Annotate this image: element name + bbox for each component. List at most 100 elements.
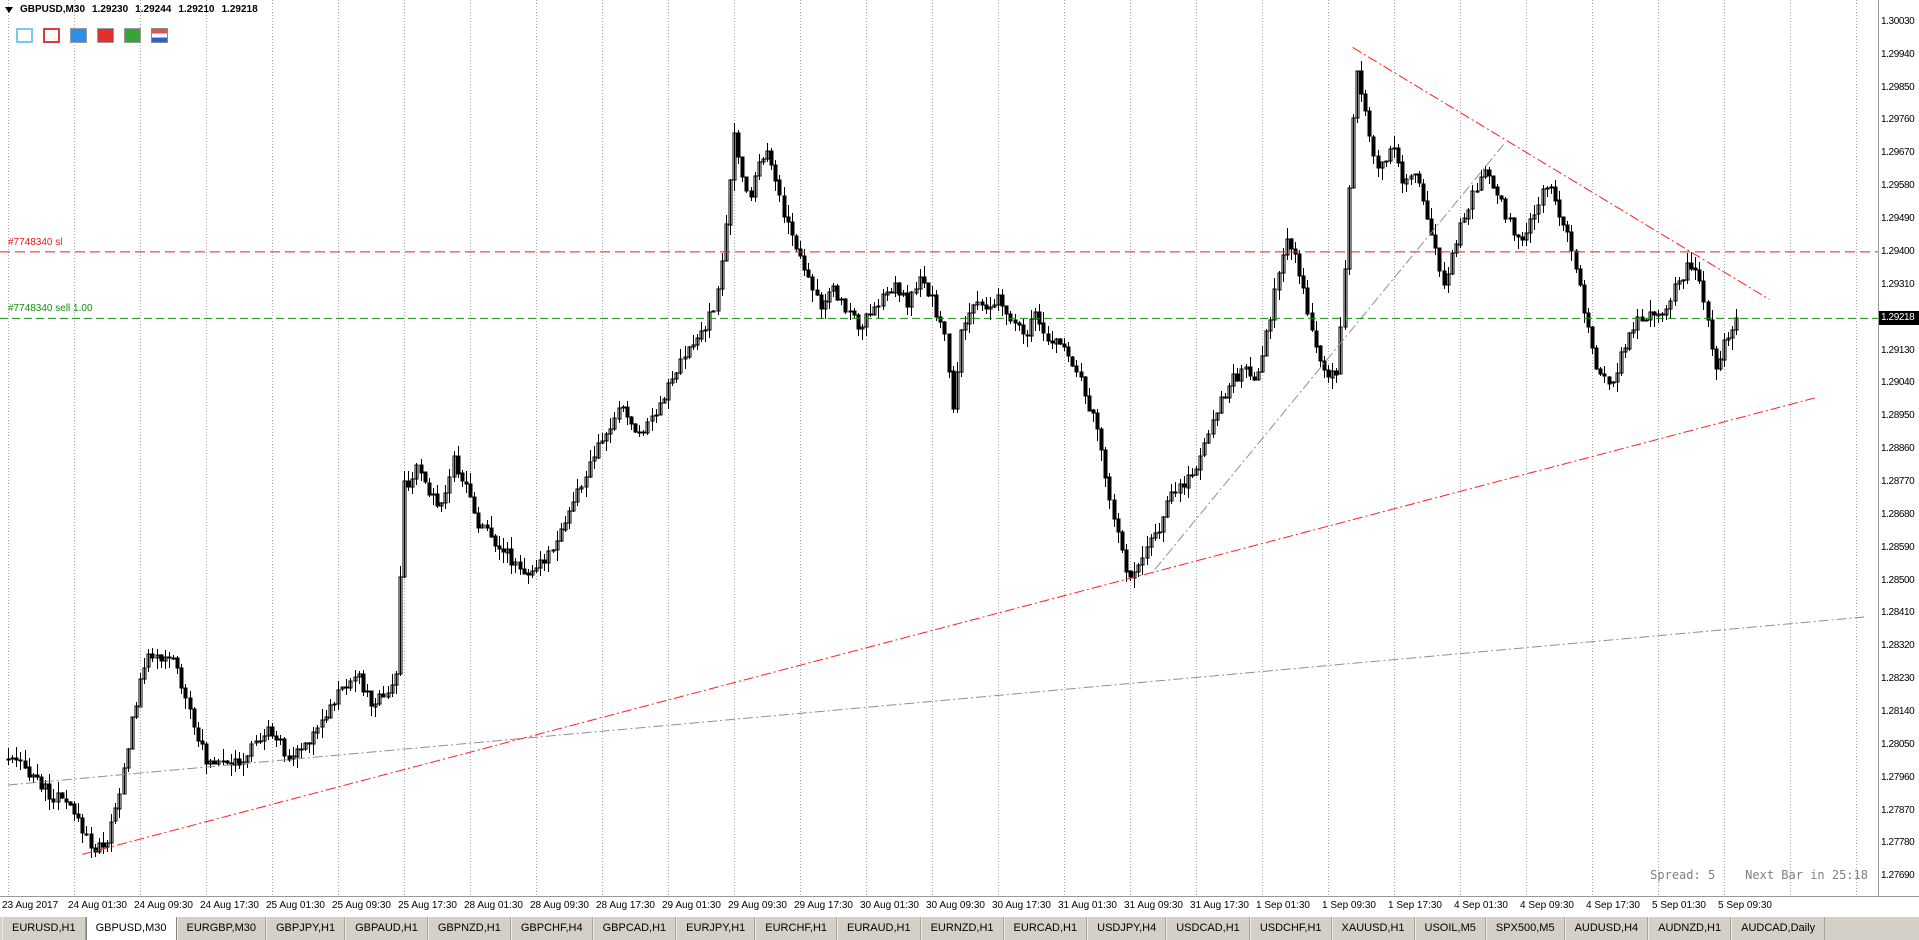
quote-open: 1.29230: [92, 4, 129, 15]
time-axis-label: 28 Aug 17:30: [596, 900, 655, 911]
price-axis-label: 1.28950: [1881, 410, 1915, 422]
symbol-tab-EURCHF-H1[interactable]: EURCHF,H1: [755, 917, 838, 940]
symbol-tab-EURJPY-H1[interactable]: EURJPY,H1: [676, 917, 756, 940]
quote-symbol: GBPUSD,M30: [20, 4, 86, 15]
symbol-tab-GBPUSD-M30[interactable]: GBPUSD,M30: [85, 917, 177, 940]
time-axis-label: 29 Aug 09:30: [728, 900, 787, 911]
price-axis-label: 1.29130: [1881, 344, 1915, 356]
chart-tab-bar: EURUSD,H1 GBPUSD,M30 EURGBP,M30 GBPJPY,H1 GB…: [0, 916, 1919, 940]
time-axis-label: 24 Aug 01:30: [68, 900, 127, 911]
chart-plot-area[interactable]: GBPUSD,M30 1.29230 1.29244 1.29210 1.292…: [0, 0, 1878, 896]
symbol-tab-GBPCHF-H4[interactable]: GBPCHF,H4: [510, 917, 593, 940]
price-axis-label: 1.29580: [1881, 180, 1915, 192]
price-axis-label: 1.27780: [1881, 837, 1915, 849]
quote-low: 1.29210: [178, 4, 215, 15]
time-axis-label: 1 Sep 17:30: [1388, 900, 1442, 911]
time-axis-label: 5 Sep 01:30: [1652, 900, 1706, 911]
symbol-tab-USDJPY-H4[interactable]: USDJPY,H4: [1087, 917, 1167, 940]
time-axis-label: 29 Aug 01:30: [662, 900, 721, 911]
symbol-tab-GBPNZD-H1[interactable]: GBPNZD,H1: [427, 917, 511, 940]
status-line: Spread: 5 Next Bar in 25:18: [1650, 868, 1868, 882]
time-axis-label: 29 Aug 17:30: [794, 900, 853, 911]
price-axis-label: 1.29040: [1881, 377, 1915, 389]
price-axis-label: 1.28140: [1881, 705, 1915, 717]
spread-value: Spread: 5: [1650, 868, 1716, 882]
swatch-lightblue-outline-button[interactable]: [16, 28, 33, 43]
symbol-tab-AUDCAD-Daily[interactable]: AUDCAD,Daily: [1731, 917, 1826, 940]
symbol-tab-USDCHF-H1[interactable]: USDCHF,H1: [1249, 917, 1332, 940]
swatch-red-outline-button[interactable]: [43, 28, 60, 43]
symbol-tab-GBPCAD-H1[interactable]: GBPCAD,H1: [592, 917, 677, 940]
color-swatch-toolbar: [16, 28, 168, 43]
price-axis-label: 1.29310: [1881, 278, 1915, 290]
order-stop-loss-line-label: #7748340 sl: [8, 236, 63, 248]
time-axis-label: 24 Aug 17:30: [200, 900, 259, 911]
trendline-support-red[interactable]: [82, 397, 1815, 855]
symbol-tab-AUDUSD-H4[interactable]: AUDUSD,H4: [1564, 917, 1649, 940]
symbol-tab-GBPAUD-H1[interactable]: GBPAUD,H1: [345, 917, 428, 940]
swatch-red-button[interactable]: [97, 28, 114, 43]
price-axis-label: 1.27690: [1881, 870, 1915, 882]
symbol-tab-XAUUSD-H1[interactable]: XAUUSD,H1: [1331, 917, 1415, 940]
price-axis-label: 1.28320: [1881, 640, 1915, 652]
swatch-green-button[interactable]: [124, 28, 141, 43]
time-axis-label: 25 Aug 09:30: [332, 900, 391, 911]
trendline-resistance-red[interactable]: [1352, 47, 1770, 300]
symbol-tab-AUDNZD-H1[interactable]: AUDNZD,H1: [1648, 917, 1732, 940]
symbol-tab-EURCAD-H1[interactable]: EURCAD,H1: [1003, 917, 1088, 940]
swatch-blue-button[interactable]: [70, 28, 87, 43]
time-axis-label: 25 Aug 01:30: [266, 900, 325, 911]
candles: [6, 61, 1739, 858]
time-axis-label: 25 Aug 17:30: [398, 900, 457, 911]
time-axis-label: 24 Aug 09:30: [134, 900, 193, 911]
price-axis-label: 1.28230: [1881, 673, 1915, 685]
trendline-gray-steep[interactable]: [1154, 142, 1506, 570]
price-axis-label: 1.28410: [1881, 607, 1915, 619]
time-axis-label: 4 Sep 01:30: [1454, 900, 1508, 911]
symbol-tab-SPX500-M5[interactable]: SPX500,M5: [1485, 917, 1565, 940]
time-axis-label: 4 Sep 17:30: [1586, 900, 1640, 911]
price-axis-label: 1.29850: [1881, 81, 1915, 93]
time-axis-label: 23 Aug 2017: [2, 900, 59, 911]
time-axis-label: 1 Sep 01:30: [1256, 900, 1310, 911]
price-axis-label: 1.28770: [1881, 475, 1915, 487]
symbol-tab-EURNZD-H1[interactable]: EURNZD,H1: [920, 917, 1004, 940]
current-price-tag: 1.29218: [1879, 311, 1919, 326]
price-axis-label: 1.29760: [1881, 114, 1915, 126]
price-chart-canvas: [0, 0, 1878, 896]
trendline-gray-shallow[interactable]: [7, 616, 1865, 786]
symbol-tab-USOIL-M5[interactable]: USOIL,M5: [1414, 917, 1486, 940]
price-axis-label: 1.27960: [1881, 771, 1915, 783]
quote-line: GBPUSD,M30 1.29230 1.29244 1.29210 1.292…: [5, 4, 258, 15]
symbol-tab-EURGBP-M30[interactable]: EURGBP,M30: [176, 917, 266, 940]
time-axis-label: 1 Sep 09:30: [1322, 900, 1376, 911]
time-axis-label: 5 Sep 09:30: [1718, 900, 1772, 911]
quote-high: 1.29244: [135, 4, 172, 15]
trendlines: [7, 47, 1865, 855]
grid-lines: [8, 0, 1857, 896]
symbol-tab-EURAUD-H1[interactable]: EURAUD,H1: [837, 917, 921, 940]
time-axis-label: 28 Aug 09:30: [530, 900, 589, 911]
time-axis-label: 31 Aug 09:30: [1124, 900, 1183, 911]
time-axis-label: 28 Aug 01:30: [464, 900, 523, 911]
time-axis[interactable]: 23 Aug 2017 24 Aug 01:30 24 Aug 09:30 24 Au…: [0, 896, 1919, 916]
price-axis-label: 1.28500: [1881, 574, 1915, 586]
price-axis[interactable]: 1.29218 1.30030 1.29940 1.29850 1.29760 1.29…: [1878, 0, 1919, 896]
time-axis-label: 31 Aug 01:30: [1058, 900, 1117, 911]
order-lines: [0, 251, 1878, 319]
swatch-flag-button[interactable]: [151, 28, 168, 43]
time-axis-label: 30 Aug 09:30: [926, 900, 985, 911]
price-axis-label: 1.28050: [1881, 738, 1915, 750]
price-axis-label: 1.29940: [1881, 48, 1915, 60]
symbol-tab-GBPJPY-H1[interactable]: GBPJPY,H1: [266, 917, 346, 940]
time-axis-label: 30 Aug 17:30: [992, 900, 1051, 911]
price-axis-label: 1.30030: [1881, 15, 1915, 27]
quote-collapse-arrow-icon[interactable]: [5, 6, 13, 13]
price-axis-label: 1.28590: [1881, 541, 1915, 553]
price-axis-label: 1.29490: [1881, 213, 1915, 225]
symbol-tab-USDCAD-H1[interactable]: USDCAD,H1: [1166, 917, 1250, 940]
price-axis-label: 1.29400: [1881, 245, 1915, 257]
symbol-tab-EURUSD-H1[interactable]: EURUSD,H1: [2, 917, 86, 940]
price-axis-label: 1.28860: [1881, 443, 1915, 455]
